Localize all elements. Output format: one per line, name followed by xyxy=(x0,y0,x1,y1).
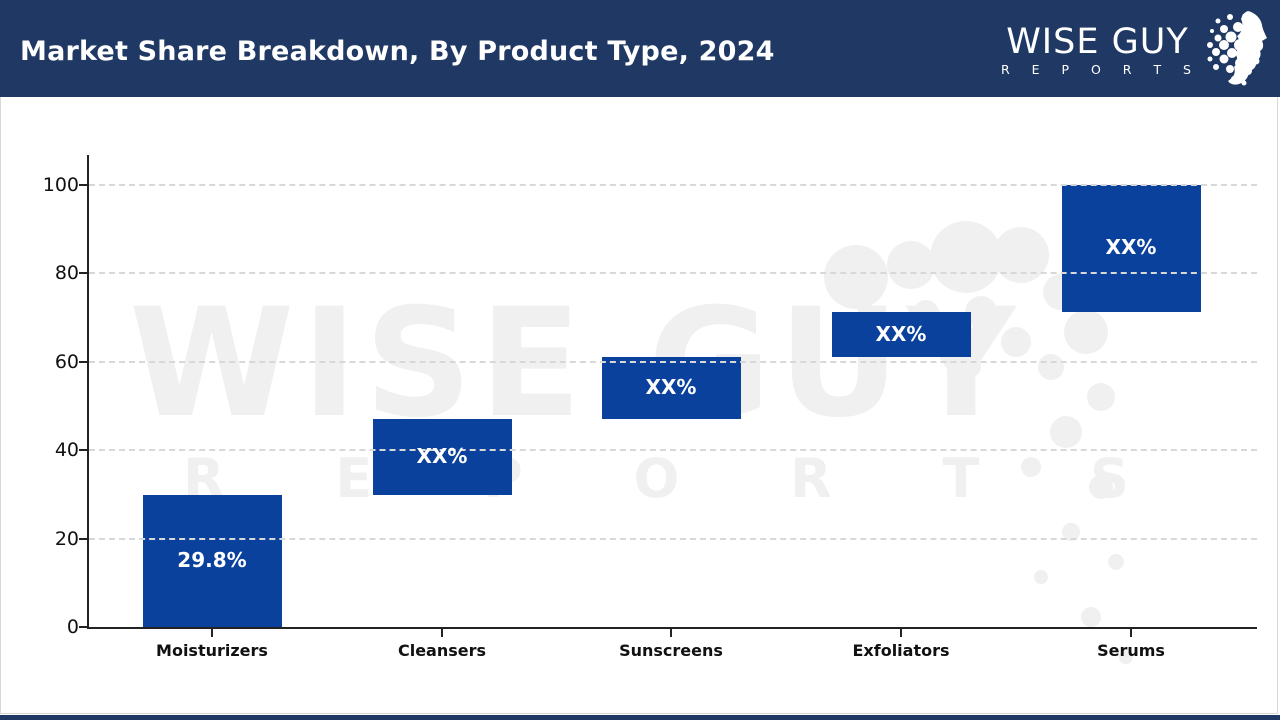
y-tick-label-100: 100 xyxy=(42,174,79,196)
bar-value-label-1: XX% xyxy=(416,444,468,469)
x-tick-mark-0 xyxy=(211,629,213,637)
bar-value-label-4: XX% xyxy=(1105,235,1157,260)
y-tick-mark-20 xyxy=(79,537,87,540)
y-tick-label-20: 20 xyxy=(54,527,79,550)
bar-sunscreens xyxy=(601,357,741,420)
bar-serums xyxy=(1061,185,1201,312)
x-tick-mark-2 xyxy=(670,629,672,637)
y-tick-mark-0 xyxy=(79,626,87,628)
bar-value-label-3: XX% xyxy=(875,321,927,346)
category-label-1: Cleansers xyxy=(397,641,487,660)
chart-title: Market Share Breakdown, By Product Type,… xyxy=(20,36,775,67)
y-tick-label-80: 80 xyxy=(54,262,79,285)
logo-wordmark: WISE GUY R E P O R T S xyxy=(995,22,1200,77)
bar-exfoliators xyxy=(831,311,971,358)
y-tick-mark-100 xyxy=(79,184,87,186)
gridline-40 xyxy=(89,449,1257,452)
bar-moisturizers xyxy=(142,495,282,627)
plot: 0 20 40 60 80 100 Moisturizers 29.8% Cleansers XX… xyxy=(1,97,1277,713)
logo-face-icon xyxy=(1207,11,1267,86)
bar-value-label-0: 29.8% xyxy=(177,548,247,573)
x-tick-mark-4 xyxy=(1130,629,1132,637)
footer-bar xyxy=(0,715,1280,720)
header-bar: Market Share Breakdown, By Product Type,… xyxy=(0,0,1280,97)
x-tick-mark-3 xyxy=(900,629,902,637)
watermark-text-line2: R E P O R T S xyxy=(183,447,1176,510)
gridline-20 xyxy=(89,537,1257,540)
category-label-4: Serums xyxy=(1097,641,1165,660)
category-label-2: Sunscreens xyxy=(619,641,723,660)
logo-wordmark-line1: WISE GUY xyxy=(1006,21,1189,62)
category-label-0: Moisturizers xyxy=(156,641,268,660)
y-tick-mark-40 xyxy=(79,449,87,452)
bar-value-label-2: XX% xyxy=(645,375,697,400)
gridline-60 xyxy=(89,360,1257,363)
x-axis-line xyxy=(87,627,1257,629)
y-tick-mark-60 xyxy=(79,360,87,363)
brand-logo: WISE GUY R E P O R T S xyxy=(995,7,1268,91)
gridline-80 xyxy=(89,272,1257,275)
y-tick-mark-80 xyxy=(79,272,87,275)
y-tick-label-0: 0 xyxy=(66,616,79,638)
y-tick-label-60: 60 xyxy=(54,350,79,373)
category-label-3: Exfoliators xyxy=(852,641,950,660)
bar-cleansers xyxy=(372,419,512,495)
x-tick-mark-1 xyxy=(441,629,443,637)
chart-area: WISE GUY R E P O R T S 0 20 40 60 80 100 Moist… xyxy=(0,97,1278,714)
y-tick-label-40: 40 xyxy=(54,439,79,462)
logo-wordmark-line2: R E P O R T S xyxy=(1000,61,1200,77)
gridline-100 xyxy=(89,184,1257,186)
y-axis-line xyxy=(87,155,89,629)
